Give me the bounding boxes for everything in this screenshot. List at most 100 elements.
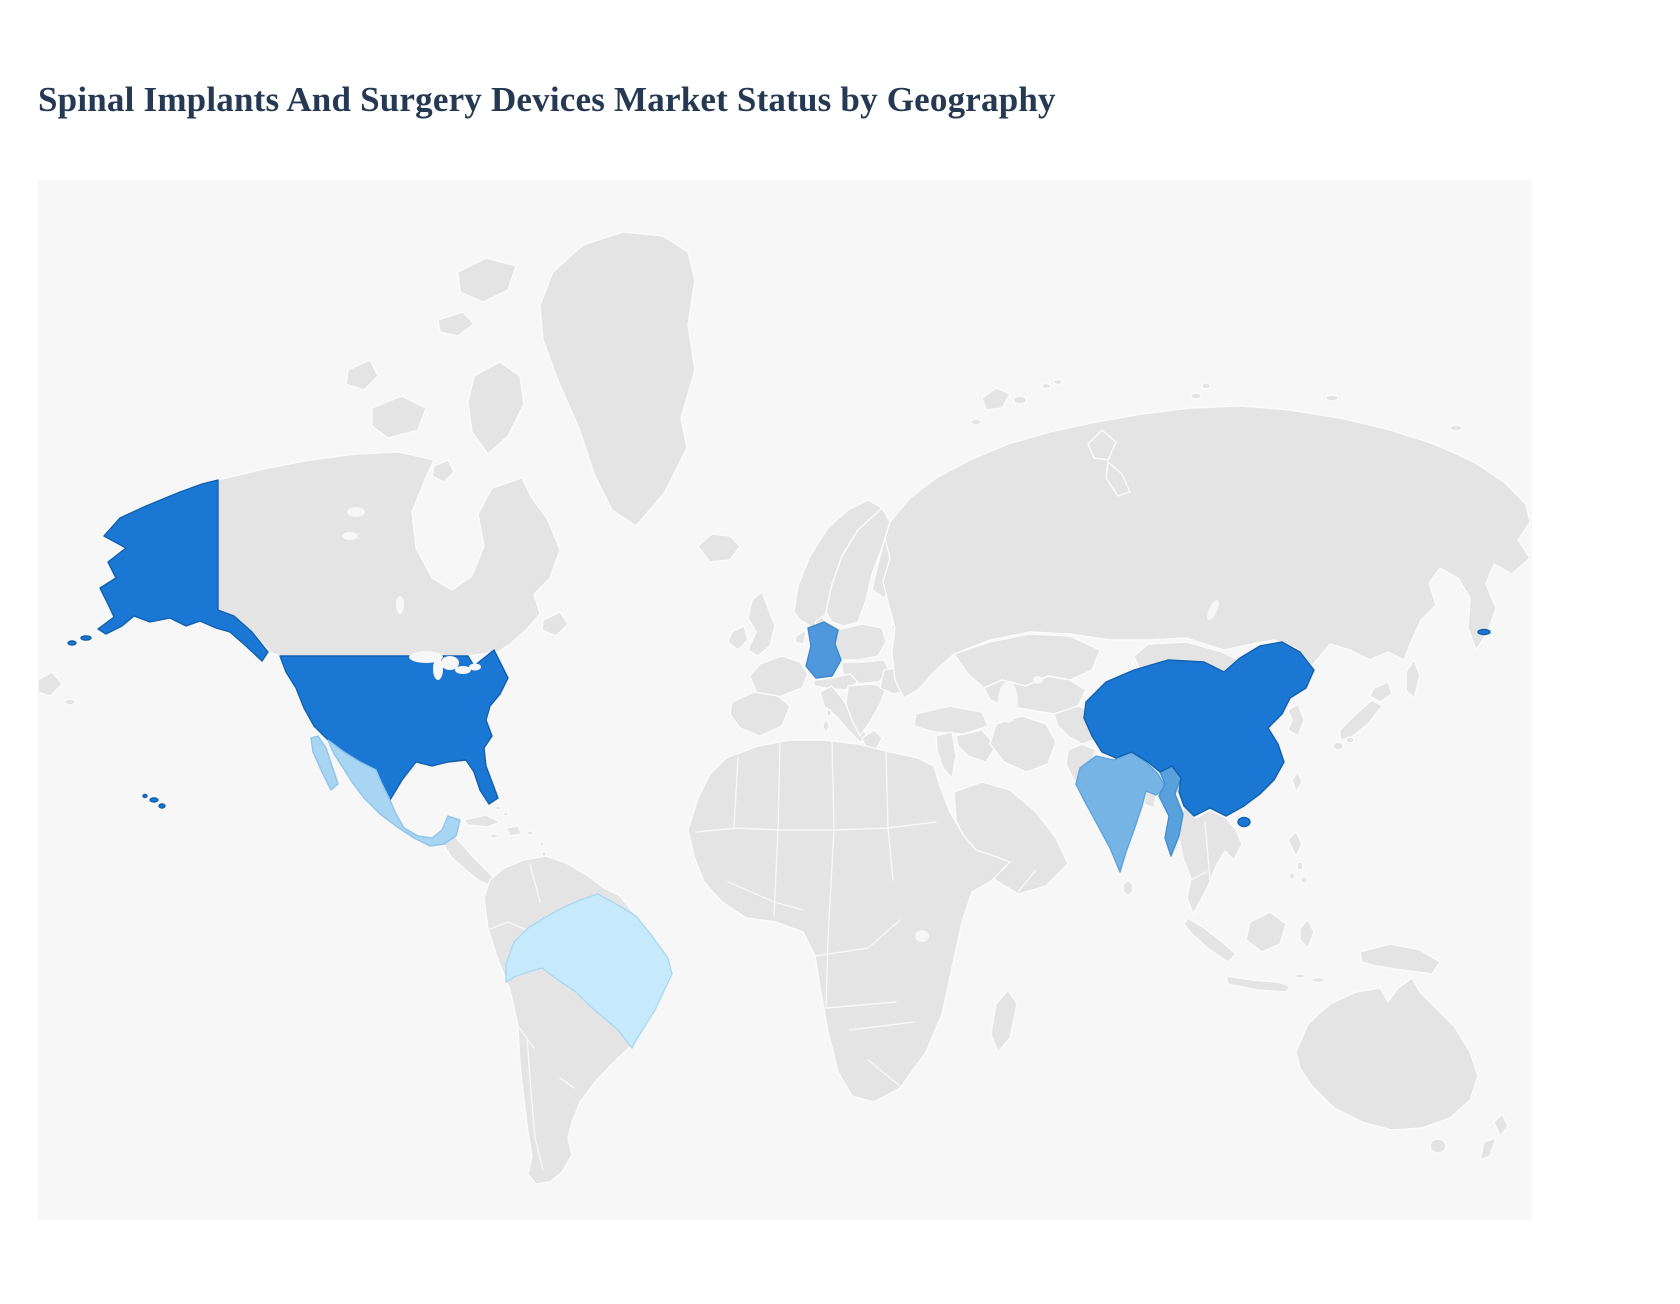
canada-island-southampton[interactable]	[431, 459, 455, 483]
island-st-lawrence	[64, 698, 76, 706]
island-wrangel	[1449, 424, 1463, 432]
japan-honshu[interactable]	[1339, 699, 1383, 741]
lake-baikal	[1207, 599, 1219, 621]
country-france[interactable]	[749, 655, 809, 701]
canada-island-ellesmere[interactable]	[457, 257, 517, 303]
philippines-2	[1296, 861, 1304, 871]
japan-hokkaido[interactable]	[1369, 681, 1393, 703]
philippines-4	[1300, 876, 1308, 884]
lake-victoria	[915, 930, 929, 942]
philippines-luzon[interactable]	[1287, 831, 1303, 857]
lake-great-slave	[342, 532, 358, 540]
usa-aleutian-1	[80, 635, 92, 641]
lakes-layer	[342, 507, 1219, 942]
new-zealand-south[interactable]	[1479, 1137, 1497, 1161]
country-iran[interactable]	[989, 715, 1057, 773]
islands-svalbard	[981, 387, 1011, 411]
canada-island-baffin[interactable]	[467, 361, 525, 455]
country-germany[interactable]	[805, 621, 842, 679]
usa-aleutian-2	[67, 640, 77, 646]
country-iceland[interactable]	[697, 533, 741, 563]
islands-bahamas-2	[502, 811, 510, 817]
world-map	[38, 231, 1531, 1185]
country-cuba[interactable]	[463, 814, 501, 828]
island-sardinia	[822, 720, 830, 732]
lake-huron	[441, 656, 459, 670]
mexico-baja-california[interactable]	[310, 735, 339, 791]
black-sea	[909, 691, 959, 709]
region-central-america[interactable]	[441, 835, 495, 887]
island-sakhalin	[1405, 659, 1421, 699]
country-madagascar[interactable]	[990, 989, 1018, 1053]
highlighted-regions	[67, 479, 1491, 1049]
islands-antilles-1	[539, 841, 545, 847]
country-china[interactable]	[1083, 641, 1315, 817]
internal-borders	[487, 739, 1211, 1171]
country-taiwan[interactable]	[1291, 771, 1303, 793]
country-south-korea[interactable]	[1287, 703, 1305, 737]
country-jamaica[interactable]	[489, 833, 499, 839]
landmass-layer	[38, 231, 1531, 1185]
country-turkey[interactable]	[913, 705, 989, 735]
islands-franz-josef-2	[1053, 378, 1063, 386]
island-java[interactable]	[1225, 975, 1291, 993]
lake-erie	[455, 666, 471, 674]
islands-bahamas-1	[494, 805, 502, 811]
islands-svalbard-2	[1013, 395, 1027, 405]
island-new-guinea[interactable]	[1359, 943, 1441, 975]
country-greenland[interactable]	[539, 231, 696, 527]
usa-hawaii-3	[142, 793, 148, 799]
region-iberia[interactable]	[729, 691, 791, 737]
lake-ontario	[469, 663, 481, 671]
usa-aleutian-far-east	[1477, 628, 1491, 636]
continent-africa[interactable]	[687, 739, 1011, 1103]
country-canada[interactable]	[217, 451, 561, 657]
canada-island-newfoundland[interactable]	[541, 611, 569, 637]
country-usa-mainland[interactable]	[279, 649, 509, 805]
new-zealand-north[interactable]	[1493, 1113, 1509, 1137]
canada-island-devon[interactable]	[437, 311, 475, 337]
country-poland[interactable]	[834, 623, 887, 661]
country-sri-lanka[interactable]	[1122, 880, 1134, 896]
canada-island-banks[interactable]	[345, 359, 379, 391]
country-india[interactable]	[1075, 751, 1167, 873]
country-mexico[interactable]	[327, 739, 461, 847]
islands-new-siberian	[1325, 394, 1339, 402]
japan-kyushu	[1332, 741, 1344, 751]
island-sulawesi[interactable]	[1299, 919, 1315, 949]
country-iraq[interactable]	[955, 729, 997, 763]
country-usa-alaska[interactable]	[97, 479, 269, 662]
islands-novaya-zemlya-2	[1105, 461, 1131, 497]
island-timor	[1311, 976, 1325, 984]
country-hispaniola[interactable]	[505, 825, 523, 837]
lake-great-bear	[347, 507, 365, 517]
region-indochina[interactable]	[1178, 805, 1243, 915]
map-panel	[38, 180, 1532, 1220]
islands-novaya-zemlya-1	[1087, 429, 1117, 461]
region-levant[interactable]	[935, 731, 957, 779]
island-flores	[1294, 973, 1306, 979]
islands-severnaya-2	[1201, 382, 1211, 390]
islands-severnaya-1	[1190, 392, 1202, 400]
country-australia[interactable]	[1295, 977, 1479, 1131]
philippines-3	[1288, 872, 1296, 880]
country-ireland[interactable]	[727, 625, 749, 651]
lake-michigan	[433, 658, 443, 680]
island-borneo[interactable]	[1245, 911, 1287, 953]
island-corsica	[826, 708, 832, 718]
fragment-chukotka-west-edge	[38, 671, 63, 697]
country-united-kingdom[interactable]	[747, 591, 776, 657]
country-puerto-rico[interactable]	[526, 830, 534, 836]
region-balkans[interactable]	[845, 683, 887, 737]
japan-shikoku	[1345, 736, 1355, 744]
islands-franz-josef-1	[1041, 382, 1051, 390]
country-brazil[interactable]	[505, 893, 673, 1049]
canada-island-victoria[interactable]	[371, 395, 427, 439]
aral-sea	[1033, 676, 1043, 684]
usa-hawaii-1	[149, 797, 159, 803]
islands-svalbard-3	[970, 418, 982, 426]
region-benelux[interactable]	[794, 629, 807, 645]
country-russia[interactable]	[882, 405, 1531, 699]
island-sumatra[interactable]	[1183, 917, 1237, 963]
